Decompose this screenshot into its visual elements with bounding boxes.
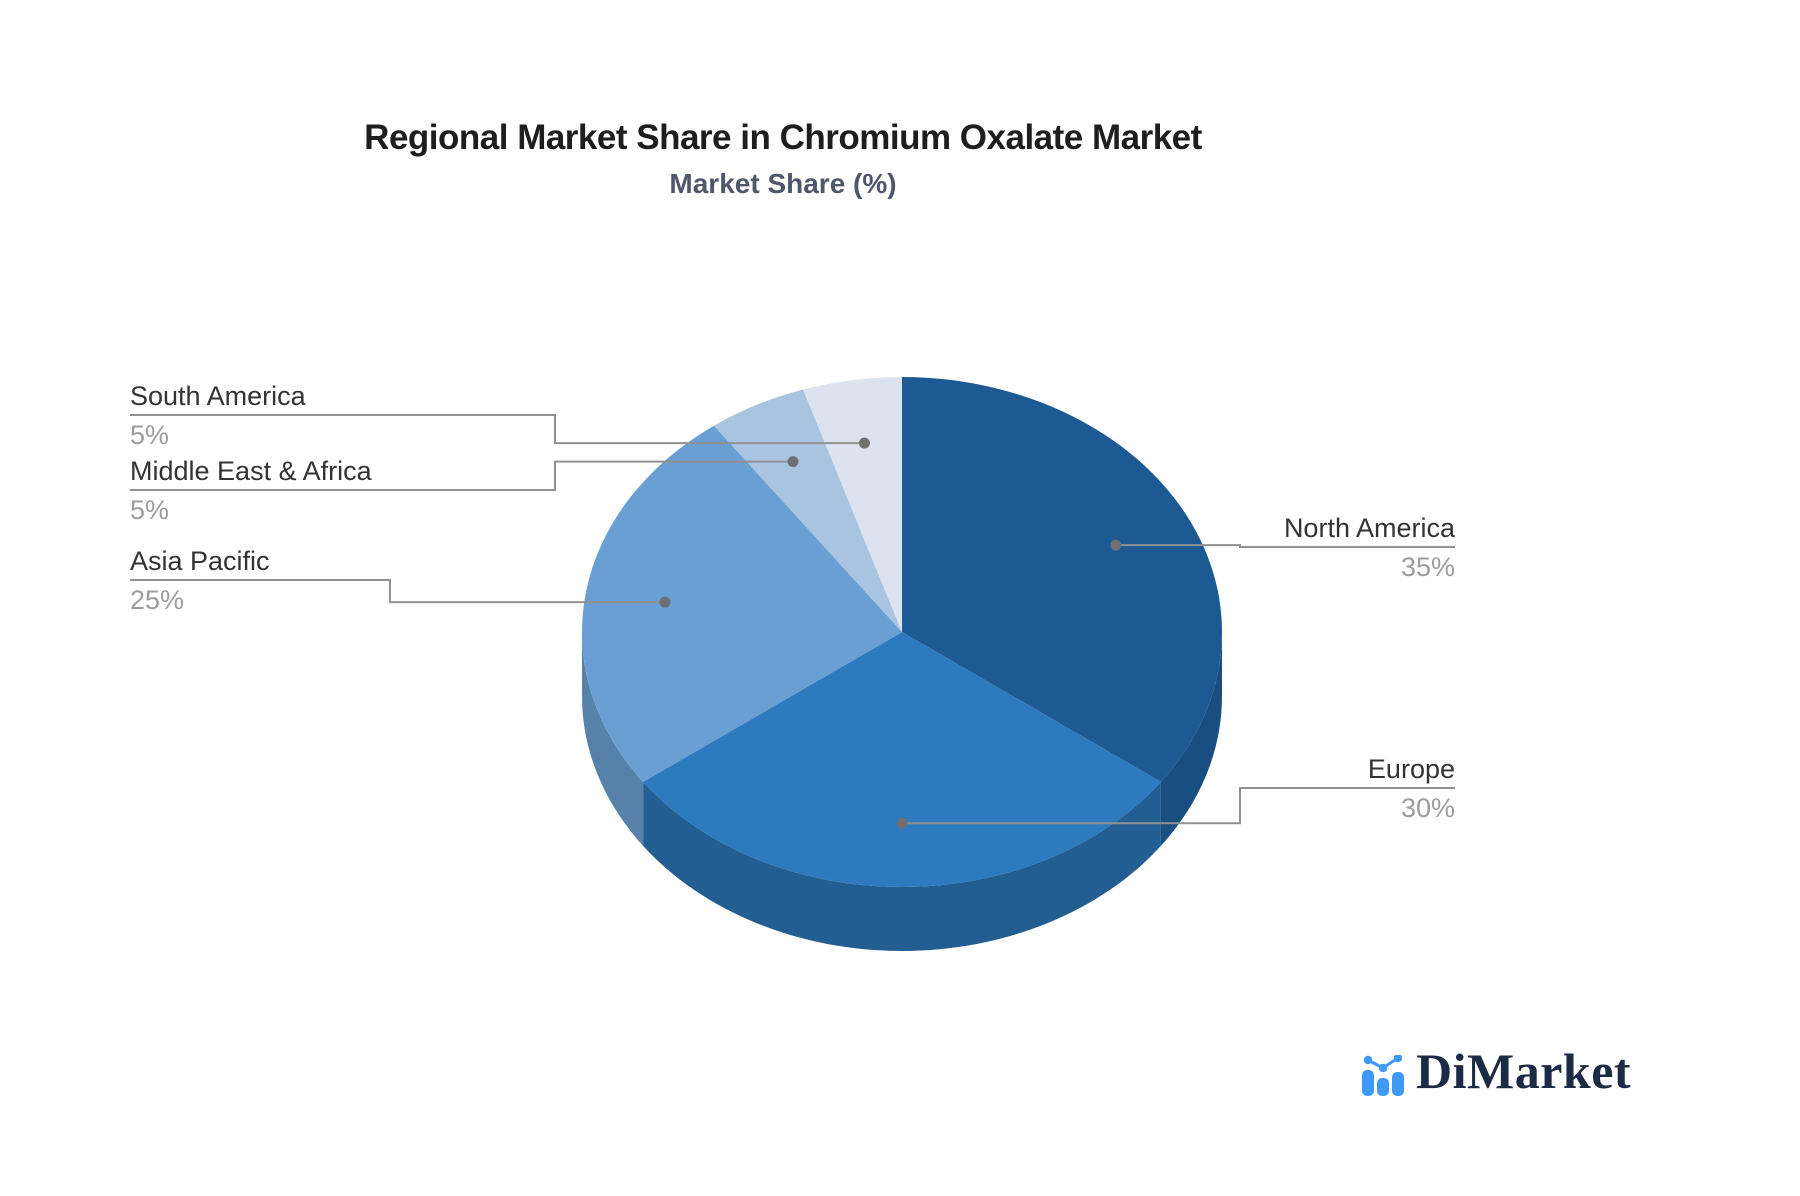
pie-slice-side-north-america (1160, 632, 1222, 846)
slice-value: 25% (130, 585, 185, 615)
leader-line-europe (902, 787, 1455, 825)
callout-north-america: North America 35% (1284, 513, 1455, 582)
pie-slice-side-asia-pacific (582, 632, 644, 846)
pie-slice-asia-pacific[interactable] (581, 425, 902, 782)
slice-label: South America (130, 381, 306, 411)
callout-middle-east-africa: Middle East & Africa 5% (130, 456, 372, 525)
leader-dot-asia-pacific (659, 596, 671, 608)
leader-line-north-america (1115, 544, 1455, 548)
callout-europe: Europe 30% (1368, 754, 1455, 823)
leader-dot-south-america (858, 437, 870, 449)
callout-south-america: South America 5% (130, 381, 306, 450)
leader-dot-north-america (1110, 539, 1122, 551)
slice-label: Asia Pacific (130, 546, 270, 576)
pie-slice-north-america[interactable] (902, 377, 1223, 782)
pie-slice-side-europe (643, 781, 1161, 952)
slice-label: Middle East & Africa (130, 456, 372, 486)
slice-value: 30% (1400, 793, 1455, 823)
leader-dot-middle-east-africa (787, 456, 799, 468)
leader-line-middle-east-africa (130, 460, 794, 491)
slice-value: 5% (130, 495, 170, 525)
pie-slice-south-america[interactable] (803, 377, 902, 632)
slice-value: 35% (1400, 552, 1455, 582)
slice-label: Europe (1367, 754, 1455, 784)
logo-bar-chart-icon (1362, 1055, 1404, 1096)
chart-subtitle: Market Share (%) (669, 168, 897, 199)
chart-title: Regional Market Share in Chromium Oxalat… (364, 118, 1202, 157)
logo-text: DiMarket (1416, 1043, 1632, 1099)
logo: DiMarket (1362, 1038, 1631, 1096)
slice-value: 5% (130, 420, 170, 450)
callout-asia-pacific: Asia Pacific 25% (130, 546, 270, 615)
leader-line-south-america (130, 414, 865, 445)
leader-dot-europe (896, 817, 908, 829)
slice-label: North America (1283, 513, 1455, 543)
pie-slice-middle-east-africa[interactable] (713, 389, 902, 632)
leader-line-asia-pacific (130, 579, 665, 604)
